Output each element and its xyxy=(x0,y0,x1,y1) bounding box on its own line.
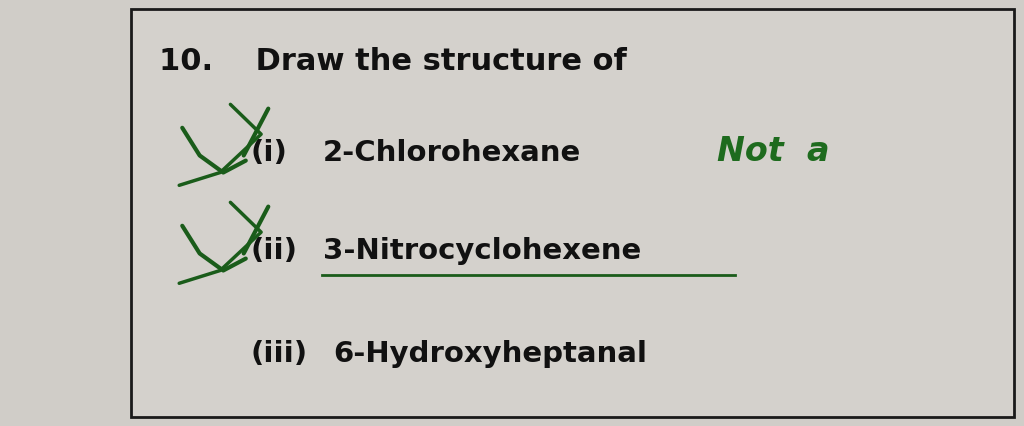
Text: (iii): (iii) xyxy=(251,340,308,368)
FancyBboxPatch shape xyxy=(131,9,1014,417)
Text: Not  a: Not a xyxy=(717,135,829,168)
Text: 10.    Draw the structure of: 10. Draw the structure of xyxy=(159,47,627,76)
Text: 2-Chlorohexane: 2-Chlorohexane xyxy=(323,139,581,167)
Text: (i): (i) xyxy=(251,139,288,167)
Text: (ii): (ii) xyxy=(251,237,298,265)
Text: 6-Hydroxyheptanal: 6-Hydroxyheptanal xyxy=(333,340,647,368)
Text: 3-Nitrocyclohexene: 3-Nitrocyclohexene xyxy=(323,237,641,265)
